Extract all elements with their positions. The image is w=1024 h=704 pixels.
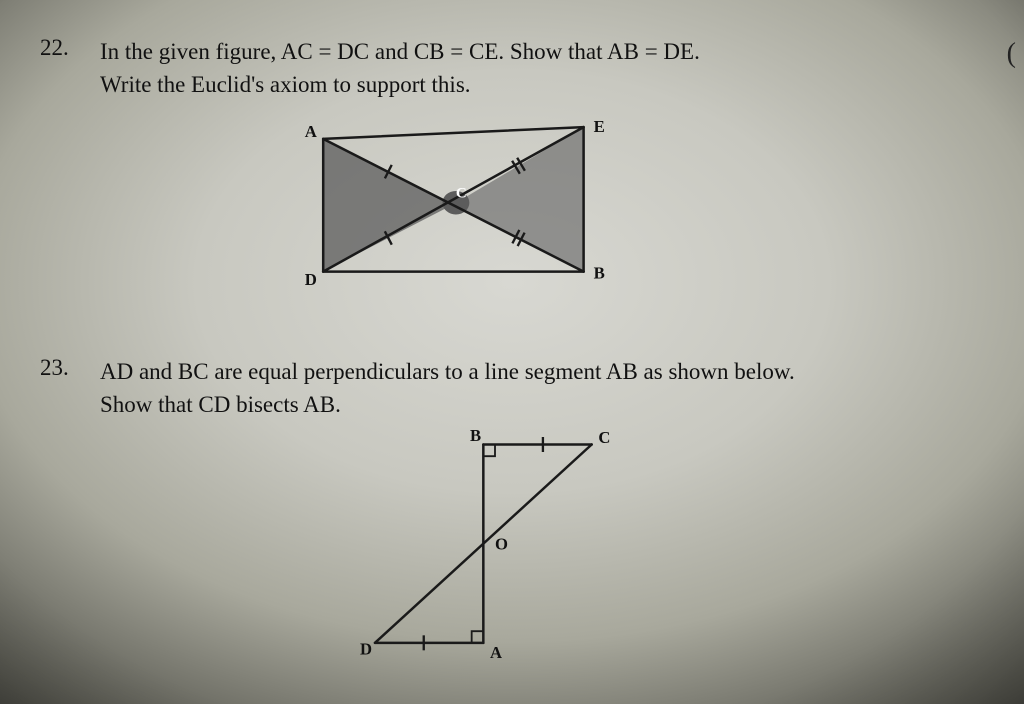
margin-paren: ( <box>1007 38 1016 70</box>
question-23-line2: Show that CD bisects AB. <box>100 392 341 417</box>
question-22-row: 22. In the given figure, AC = DC and CB … <box>0 35 700 102</box>
question-23: 23. AD and BC are equal perpendiculars t… <box>0 355 795 702</box>
question-22-line1: In the given figure, AC = DC and CB = CE… <box>100 39 700 64</box>
svg-text:B: B <box>594 263 605 282</box>
svg-text:D: D <box>360 639 372 658</box>
question-23-row: 23. AD and BC are equal perpendiculars t… <box>0 355 795 422</box>
page: ( 22. In the given figure, AC = DC and C… <box>0 0 1024 704</box>
figure-23: B C A D O <box>350 412 650 702</box>
figure-22: A E D B C <box>230 112 660 322</box>
svg-text:A: A <box>490 643 502 662</box>
svg-text:A: A <box>305 122 317 141</box>
svg-text:B: B <box>470 426 481 445</box>
svg-text:E: E <box>594 117 605 136</box>
svg-text:D: D <box>305 270 317 289</box>
svg-text:O: O <box>495 534 508 553</box>
question-23-line1: AD and BC are equal perpendiculars to a … <box>100 359 795 384</box>
question-22-text: In the given figure, AC = DC and CB = CE… <box>100 35 700 102</box>
svg-text:C: C <box>598 428 610 447</box>
question-22: 22. In the given figure, AC = DC and CB … <box>0 35 700 322</box>
question-22-number: 22. <box>0 35 100 61</box>
question-23-text: AD and BC are equal perpendiculars to a … <box>100 355 795 422</box>
question-23-number: 23. <box>0 355 100 381</box>
question-22-line2: Write the Euclid's axiom to support this… <box>100 72 471 97</box>
svg-text:C: C <box>456 185 467 201</box>
